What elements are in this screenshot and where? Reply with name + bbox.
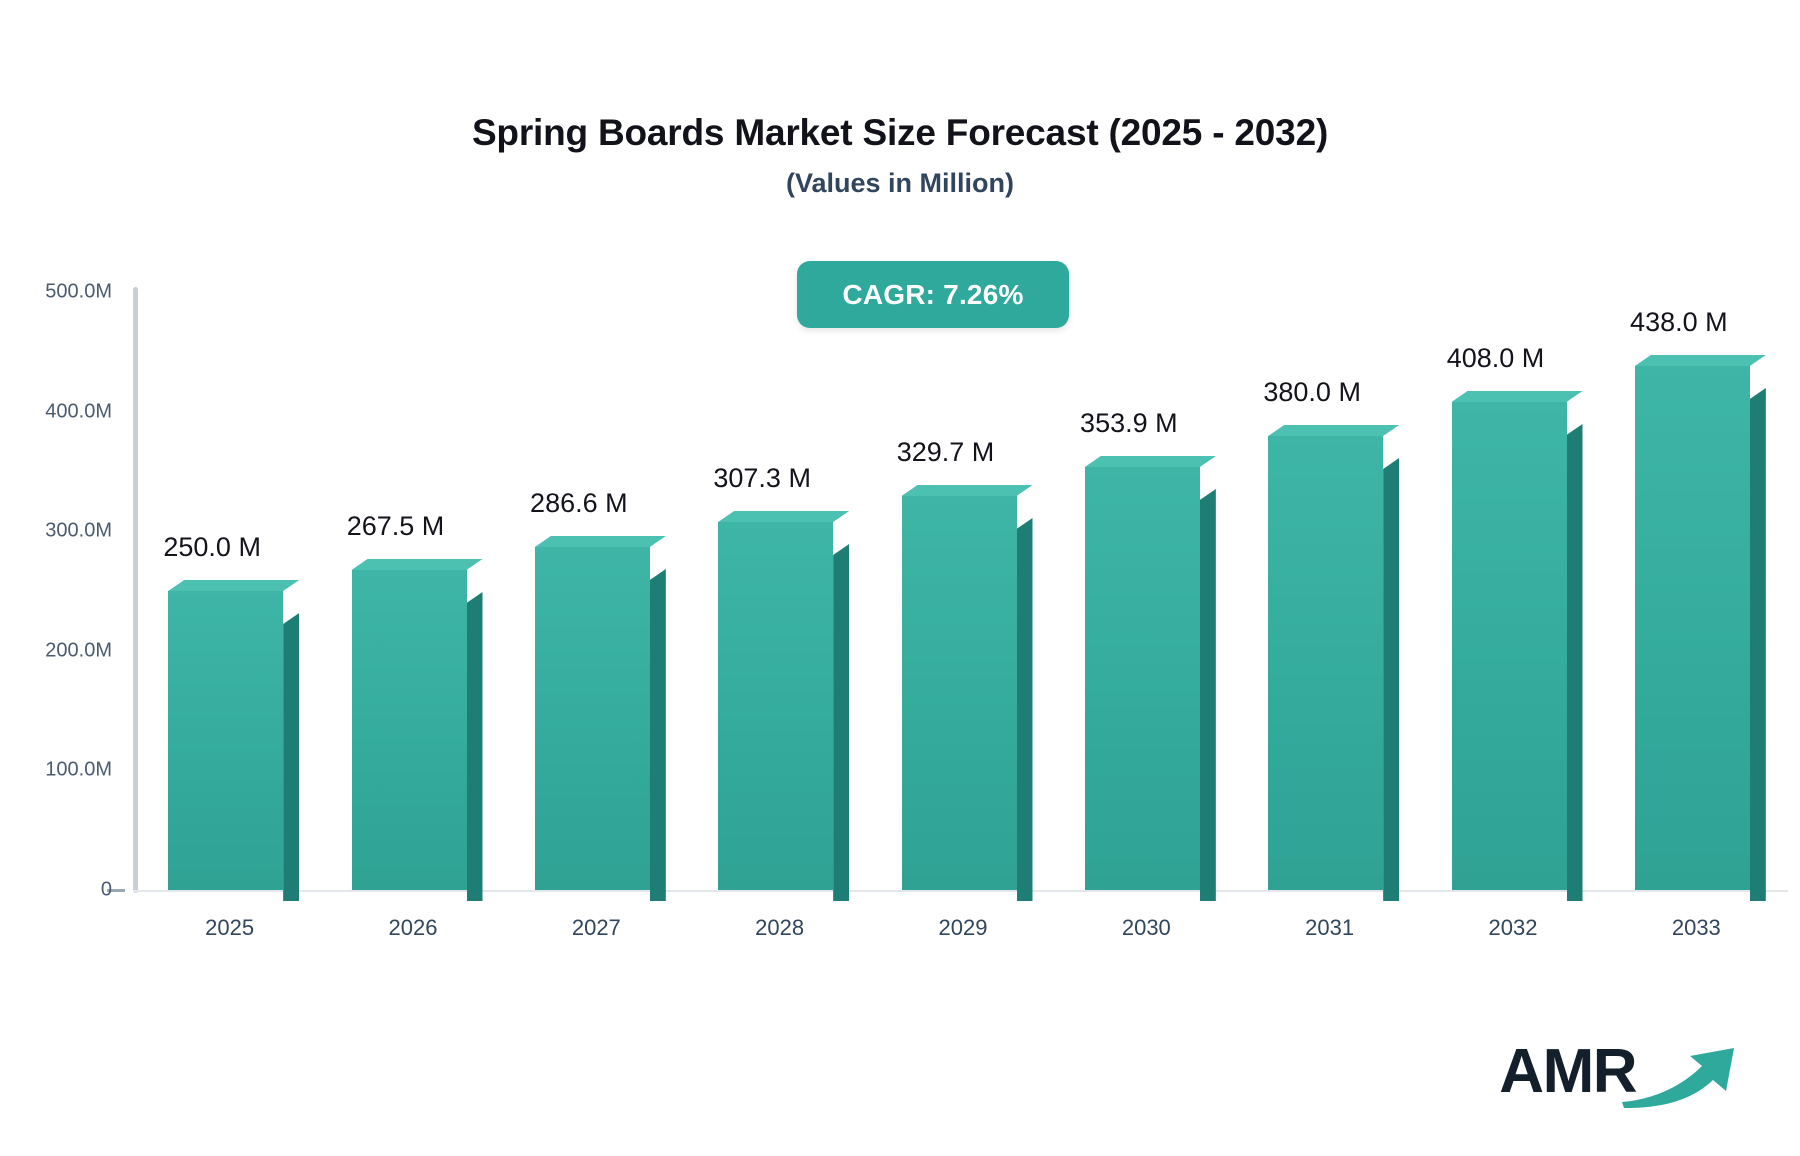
bar[interactable] — [1634, 355, 1766, 901]
bar-value-label: 353.9 M — [1080, 408, 1178, 438]
cagr-badge: CAGR: 7.26% — [797, 261, 1069, 328]
x-axis-tick-label: 2028 — [755, 915, 805, 940]
y-axis-zero-tick — [107, 889, 125, 892]
bar-front-face — [718, 522, 834, 890]
bar[interactable] — [168, 580, 300, 901]
y-axis-tick-label: 400.0M — [45, 400, 112, 423]
bar-value-label: 286.6 M — [530, 488, 628, 518]
bar-side-face — [1016, 518, 1033, 901]
growth-arrow-icon — [1622, 1048, 1734, 1108]
bar-group: 408.0 M 2032 — [1422, 0, 1605, 1156]
y-axis-tick-label: 100.0M — [45, 758, 112, 781]
y-axis-line — [133, 287, 138, 893]
bar-top-face — [534, 536, 666, 547]
bar-side-face — [1749, 388, 1766, 901]
x-axis-tick-label: 2033 — [1671, 915, 1721, 940]
bar-front-face — [1451, 402, 1567, 890]
bar-value-label: 329.7 M — [896, 437, 995, 467]
bar-top-face — [1084, 456, 1216, 467]
bar[interactable] — [534, 536, 666, 901]
bar-front-face — [534, 547, 650, 890]
bar-front-face — [1634, 366, 1750, 890]
bar[interactable] — [1084, 456, 1216, 901]
y-axis-tick-label: 500.0M — [45, 280, 112, 303]
bar-side-face — [1566, 424, 1583, 901]
page-title: Spring Boards Market Size Forecast (2025… — [471, 112, 1329, 153]
bar-front-face — [901, 496, 1017, 890]
x-axis-tick-label: 2030 — [1121, 915, 1171, 940]
bar-group: 380.0 M 2031 — [1238, 0, 1421, 1156]
bar-side-face — [466, 592, 483, 901]
cagr-badge-label: CAGR: 7.26% — [842, 278, 1024, 310]
bar[interactable] — [1451, 391, 1583, 901]
bar[interactable] — [1268, 425, 1400, 901]
bar-front-face — [1268, 436, 1384, 890]
chart-subtitle: (Values in Million) — [785, 168, 1015, 198]
x-axis-tick-label: 2025 — [205, 915, 255, 940]
bar-side-face — [833, 544, 850, 901]
bar-side-face — [1383, 458, 1400, 901]
x-axis-tick-label: 2027 — [571, 915, 621, 940]
bar-side-face — [649, 569, 666, 901]
bar-front-face — [351, 570, 467, 890]
bar-group: 250.0 M 2025 — [138, 0, 321, 1156]
bar-top-face — [1268, 425, 1400, 436]
bar-group: 438.0 M 2033 — [1605, 0, 1788, 1156]
bar[interactable] — [901, 485, 1033, 901]
y-axis-tick-label: 200.0M — [45, 639, 112, 662]
bar-top-face — [351, 559, 483, 570]
bar-side-face — [1199, 489, 1216, 901]
bar[interactable] — [351, 559, 483, 901]
bar-top-face — [168, 580, 300, 591]
bar-group: 329.7 M 2029 — [872, 0, 1055, 1156]
x-axis-tick-label: 2032 — [1488, 915, 1538, 940]
bar-front-face — [168, 591, 284, 890]
bar-group: 286.6 M 2027 — [505, 0, 688, 1156]
bar[interactable] — [718, 511, 850, 901]
x-axis-line — [133, 890, 1788, 892]
x-axis-tick-label: 2031 — [1305, 915, 1355, 940]
x-axis-tick-label: 2026 — [388, 915, 438, 940]
bar-value-label: 380.0 M — [1263, 377, 1361, 407]
bar-value-label: 408.0 M — [1446, 343, 1545, 373]
amr-logo-text: AMR — [1499, 1037, 1637, 1106]
bar-group: 353.9 M 2030 — [1055, 0, 1238, 1156]
bar-group: 267.5 M 2026 — [322, 0, 505, 1156]
bar-series: 250.0 M 2025 267.5 M 2026 286.6 M 2027 307.3 M… — [138, 0, 1788, 1156]
bar-top-face — [901, 485, 1033, 496]
bar-top-face — [718, 511, 850, 522]
x-axis-tick-label: 2029 — [938, 915, 988, 940]
amr-logo: AMR — [1499, 1036, 1740, 1108]
bar-value-label: 267.5 M — [346, 511, 445, 541]
bar-top-face — [1451, 391, 1583, 402]
bar-top-face — [1634, 355, 1766, 366]
bar-side-face — [283, 613, 300, 901]
bar-group: 307.3 M 2028 — [688, 0, 871, 1156]
y-axis-tick-label: 0 — [100, 878, 112, 901]
bar-value-label: 438.0 M — [1630, 307, 1728, 337]
bar-value-label: 250.0 M — [163, 532, 261, 562]
y-axis-tick-label: 300.0M — [45, 519, 112, 542]
bar-front-face — [1084, 467, 1200, 890]
bar-value-label: 307.3 M — [713, 463, 811, 493]
